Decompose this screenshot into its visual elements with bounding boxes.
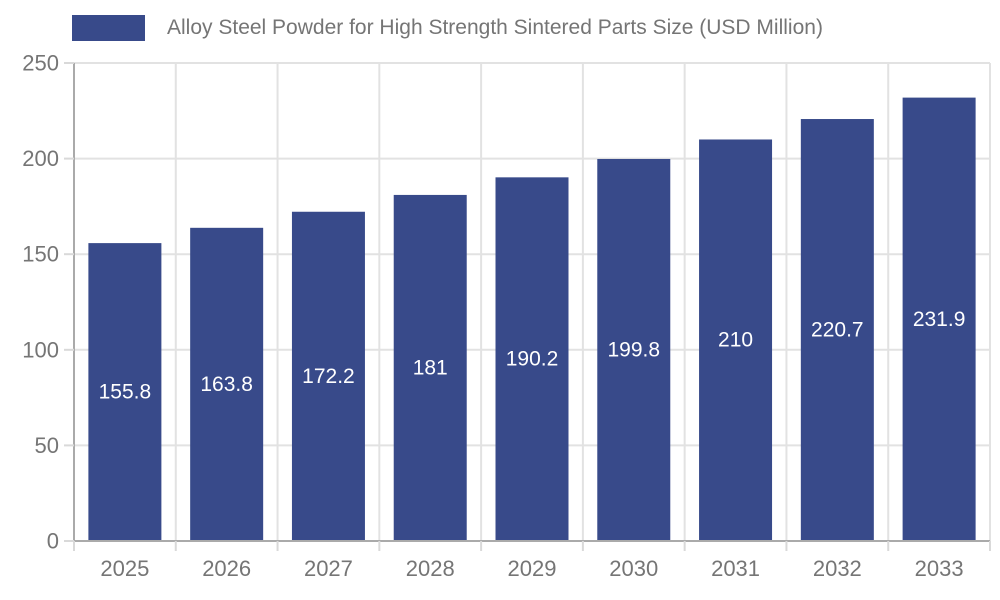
- x-axis-tick-label-2028: 2028: [406, 556, 455, 581]
- y-axis-tick-label: 0: [47, 529, 59, 554]
- bar-value-label-2031: 210: [718, 329, 753, 352]
- bar-value-label-2026: 163.8: [200, 373, 253, 396]
- bar-value-label-2025: 155.8: [99, 381, 152, 404]
- legend-label: Alloy Steel Powder for High Strength Sin…: [167, 16, 823, 39]
- legend-item[interactable]: Alloy Steel Powder for High Strength Sin…: [72, 14, 823, 42]
- bar-value-label-2029: 190.2: [506, 348, 559, 371]
- y-axis-tick-label: 50: [35, 433, 59, 458]
- x-axis-tick-label-2027: 2027: [304, 556, 353, 581]
- x-axis-tick-label-2025: 2025: [100, 556, 149, 581]
- bar-value-label-2033: 231.9: [913, 308, 966, 331]
- legend-swatch: [72, 15, 145, 41]
- x-axis-tick-label-2031: 2031: [711, 556, 760, 581]
- bar-2028: [393, 194, 467, 542]
- x-axis-tick-label-2032: 2032: [813, 556, 862, 581]
- bar-2027: [291, 211, 365, 541]
- bar-2030: [597, 158, 671, 541]
- bar-2029: [495, 177, 569, 542]
- x-axis-tick-label-2030: 2030: [609, 556, 658, 581]
- bar-value-label-2027: 172.2: [302, 365, 355, 388]
- x-axis-tick-label-2029: 2029: [508, 556, 557, 581]
- y-axis-tick-label: 150: [22, 242, 59, 267]
- bar-2025: [88, 243, 162, 541]
- x-axis-tick-label-2026: 2026: [202, 556, 251, 581]
- bar-value-label-2028: 181: [413, 356, 448, 379]
- y-axis-tick-label: 250: [22, 51, 59, 76]
- bar-value-label-2030: 199.8: [607, 338, 660, 361]
- bar-2033: [902, 97, 976, 541]
- bar-2032: [800, 119, 874, 541]
- bar-2026: [190, 227, 264, 542]
- bar-2031: [699, 139, 773, 542]
- y-axis-tick-label: 100: [22, 337, 59, 362]
- bar-value-label-2032: 220.7: [811, 319, 864, 342]
- y-axis-tick-label: 200: [22, 146, 59, 171]
- x-axis-tick-label-2033: 2033: [915, 556, 964, 581]
